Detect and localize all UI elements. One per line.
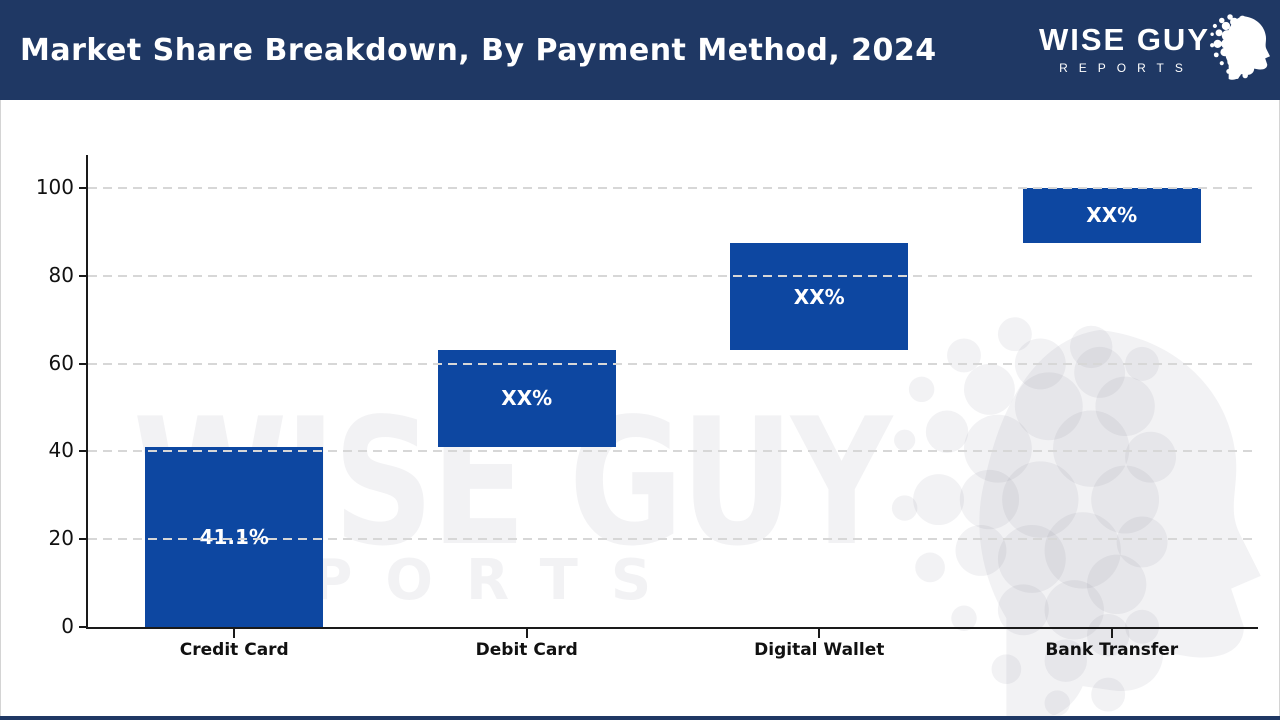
x-tick-mark (233, 629, 236, 638)
brand-logo-text: WISE GUY REPORTS (1039, 22, 1210, 75)
y-tick-label: 60 (48, 350, 74, 375)
brand-name: WISE GUY (1038, 21, 1210, 57)
waterfall-bar-bank-transfer: XX% (1022, 188, 1201, 243)
y-tick-mark (79, 362, 86, 365)
x-tick-label: Digital Wallet (754, 640, 885, 660)
y-tick-mark (79, 626, 86, 628)
x-tick-label: Bank Transfer (1045, 640, 1179, 660)
waterfall-bar-debit-card: XX% (437, 350, 616, 447)
brand-logo: WISE GUY REPORTS (1039, 6, 1270, 90)
y-tick-label: 100 (35, 175, 74, 199)
gridline (88, 362, 1258, 365)
y-axis-line (86, 155, 88, 629)
y-tick-mark (79, 538, 86, 541)
bar-value-label: 41.1% (199, 524, 269, 549)
y-tick-label: 40 (48, 438, 74, 463)
x-tick-label: Debit Card (475, 640, 578, 660)
x-tick-mark (1110, 629, 1113, 638)
gridline (88, 450, 1258, 453)
y-tick-label: 80 (48, 262, 74, 287)
header-bar: Market Share Breakdown, By Payment Metho… (0, 0, 1280, 100)
y-tick-label: 0 (61, 614, 74, 638)
waterfall-bar-credit-card: 41.1% (145, 446, 324, 627)
y-tick-mark (79, 187, 86, 189)
gridline (88, 187, 1258, 189)
page-title: Market Share Breakdown, By Payment Metho… (20, 32, 937, 68)
x-tick-mark (525, 629, 528, 638)
waterfall-bar-digital-wallet: XX% (730, 242, 909, 351)
x-tick-mark (818, 629, 821, 638)
y-tick-mark (79, 274, 86, 277)
gridline (88, 538, 1258, 541)
bar-value-label: XX% (501, 386, 553, 411)
y-tick-label: 20 (48, 526, 74, 551)
x-axis-line (86, 627, 1258, 629)
brand-head-icon (1208, 6, 1270, 90)
y-tick-mark (79, 450, 86, 453)
gridline (88, 274, 1258, 277)
x-tick-label: Credit Card (179, 640, 289, 660)
bar-value-label: XX% (1086, 203, 1138, 228)
brand-subtitle: REPORTS (1059, 60, 1194, 75)
bar-value-label: XX% (793, 284, 845, 309)
footer-bar (0, 716, 1280, 720)
